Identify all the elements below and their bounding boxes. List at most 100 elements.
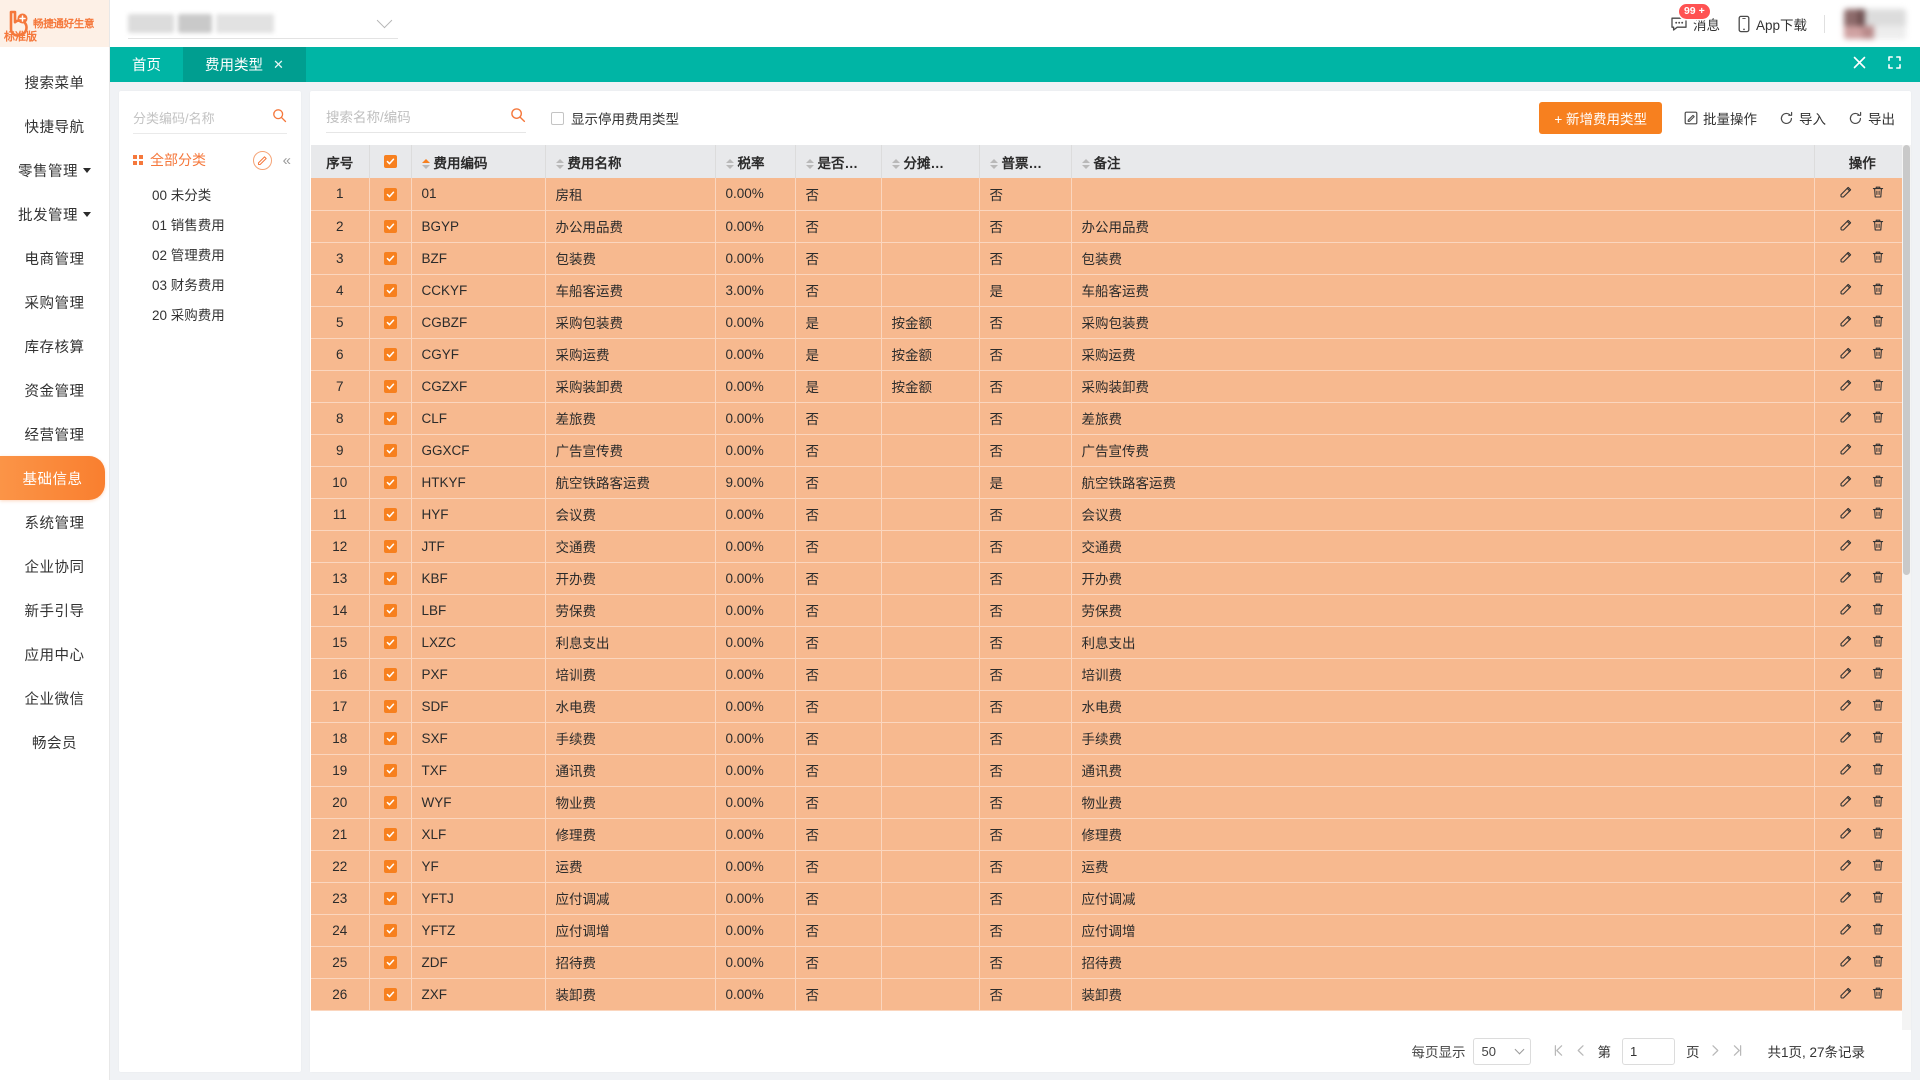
cell-checkbox[interactable] xyxy=(369,594,412,627)
cell-checkbox[interactable] xyxy=(369,722,412,755)
sidebar-item-13[interactable]: 应用中心 xyxy=(0,632,109,676)
cell-operations[interactable] xyxy=(1814,306,1910,339)
edit-icon[interactable] xyxy=(1839,410,1853,427)
checkbox-checked-icon[interactable] xyxy=(383,508,397,522)
table-row[interactable]: 13 KBF 开办费 0.00% 否否开办费 xyxy=(311,562,1910,595)
checkbox-checked-icon[interactable] xyxy=(383,668,397,682)
sidebar-item-8[interactable]: 经营管理 xyxy=(0,412,109,456)
cell-operations[interactable] xyxy=(1814,786,1910,819)
category-node-1[interactable]: 01 销售费用 xyxy=(119,209,301,239)
cell-checkbox[interactable] xyxy=(369,786,412,819)
edit-icon[interactable] xyxy=(1839,570,1853,587)
cell-operations[interactable] xyxy=(1814,562,1910,595)
cell-operations[interactable] xyxy=(1814,274,1910,307)
cell-operations[interactable] xyxy=(1814,530,1910,563)
edit-icon[interactable] xyxy=(1839,506,1853,523)
cell-operations[interactable] xyxy=(1814,178,1910,211)
cell-checkbox[interactable] xyxy=(369,274,412,307)
cell-checkbox[interactable] xyxy=(369,210,412,243)
table-row[interactable]: 5 CGBZF 采购包装费 0.00% 是按金额否采购包装费 xyxy=(311,306,1910,339)
trash-icon[interactable] xyxy=(1871,922,1885,939)
table-row[interactable]: 15 LXZC 利息支出 0.00% 否否利息支出 xyxy=(311,626,1910,659)
tab-close-icon[interactable]: ✕ xyxy=(273,57,284,72)
cell-operations[interactable] xyxy=(1814,850,1910,883)
edit-icon[interactable] xyxy=(1839,282,1853,299)
col-header-rate[interactable]: 税率 xyxy=(715,145,796,178)
category-node-0[interactable]: 00 未分类 xyxy=(119,179,301,209)
edit-icon[interactable] xyxy=(1839,666,1853,683)
checkbox-checked-icon[interactable] xyxy=(383,220,397,234)
checkbox-checked-icon[interactable] xyxy=(383,348,397,362)
tree-root-all-categories[interactable]: 全部分类 « xyxy=(119,143,301,177)
cell-operations[interactable] xyxy=(1814,466,1910,499)
edit-icon[interactable] xyxy=(1839,762,1853,779)
table-row[interactable]: 10 HTKYF 航空铁路客运费 9.00% 否是航空铁路客运费 xyxy=(311,466,1910,499)
edit-icon[interactable] xyxy=(1839,378,1853,395)
collapse-left-icon[interactable]: « xyxy=(282,151,291,169)
cell-checkbox[interactable] xyxy=(369,850,412,883)
table-row[interactable]: 26 ZXF 装卸费 0.00% 否否装卸费 xyxy=(311,978,1910,1011)
export-button[interactable]: 导出 xyxy=(1848,108,1895,128)
edit-icon[interactable] xyxy=(1839,602,1853,619)
checkbox-checked-icon[interactable] xyxy=(383,828,397,842)
checkbox-checked-icon[interactable] xyxy=(383,284,397,298)
cell-checkbox[interactable] xyxy=(369,626,412,659)
trash-icon[interactable] xyxy=(1871,410,1885,427)
cell-operations[interactable] xyxy=(1814,434,1910,467)
trash-icon[interactable] xyxy=(1871,698,1885,715)
cell-checkbox[interactable] xyxy=(369,434,412,467)
cell-operations[interactable] xyxy=(1814,402,1910,435)
edit-icon[interactable] xyxy=(1839,922,1853,939)
sidebar-item-12[interactable]: 新手引导 xyxy=(0,588,109,632)
search-icon[interactable] xyxy=(510,107,526,128)
checkbox-checked-icon[interactable] xyxy=(383,444,397,458)
cell-checkbox[interactable] xyxy=(369,466,412,499)
cell-checkbox[interactable] xyxy=(369,178,412,211)
table-row[interactable]: 22 YF 运费 0.00% 否否运费 xyxy=(311,850,1910,883)
checkbox-checked-icon[interactable] xyxy=(383,988,397,1002)
checkbox-checked-icon[interactable] xyxy=(383,316,397,330)
table-row[interactable]: 20 WYF 物业费 0.00% 否否物业费 xyxy=(311,786,1910,819)
cell-operations[interactable] xyxy=(1814,626,1910,659)
category-search[interactable] xyxy=(133,103,287,134)
app-download-button[interactable]: App下载 xyxy=(1737,14,1807,34)
edit-icon[interactable] xyxy=(1839,442,1853,459)
cell-checkbox[interactable] xyxy=(369,978,412,1011)
checkbox-checked-icon[interactable] xyxy=(383,636,397,650)
checkbox-checked-icon[interactable] xyxy=(383,764,397,778)
sidebar-item-7[interactable]: 资金管理 xyxy=(0,368,109,412)
cell-operations[interactable] xyxy=(1814,242,1910,275)
cell-operations[interactable] xyxy=(1814,946,1910,979)
messages-button[interactable]: 消息 99 + xyxy=(1670,3,1720,34)
checkbox-checked-icon[interactable] xyxy=(383,604,397,618)
table-row[interactable]: 18 SXF 手续费 0.00% 否否手续费 xyxy=(311,722,1910,755)
last-page-icon[interactable] xyxy=(1731,1044,1743,1059)
sidebar-item-basic-info[interactable]: 基础信息 xyxy=(0,456,105,500)
cell-checkbox[interactable] xyxy=(369,306,412,339)
checkbox-checked-icon[interactable] xyxy=(383,732,397,746)
cell-operations[interactable] xyxy=(1814,914,1910,947)
trash-icon[interactable] xyxy=(1871,538,1885,555)
sidebar-item-0[interactable]: 搜索菜单 xyxy=(0,60,109,104)
cell-operations[interactable] xyxy=(1814,370,1910,403)
expense-search[interactable] xyxy=(326,103,526,133)
trash-icon[interactable] xyxy=(1871,858,1885,875)
edit-icon[interactable] xyxy=(1839,698,1853,715)
edit-icon[interactable] xyxy=(1839,794,1853,811)
checkbox-checked-icon[interactable] xyxy=(383,380,397,394)
cell-operations[interactable] xyxy=(1814,338,1910,371)
sidebar-item-14[interactable]: 企业微信 xyxy=(0,676,109,720)
cell-operations[interactable] xyxy=(1814,754,1910,787)
cell-checkbox[interactable] xyxy=(369,754,412,787)
trash-icon[interactable] xyxy=(1871,282,1885,299)
col-header-share-by[interactable]: 分摊… xyxy=(881,145,980,178)
page-number-input[interactable] xyxy=(1621,1037,1675,1065)
cell-checkbox[interactable] xyxy=(369,818,412,851)
trash-icon[interactable] xyxy=(1871,506,1885,523)
table-row[interactable]: 25 ZDF 招待费 0.00% 否否招待费 xyxy=(311,946,1910,979)
edit-icon[interactable] xyxy=(1839,218,1853,235)
cell-operations[interactable] xyxy=(1814,658,1910,691)
edit-icon[interactable] xyxy=(1839,730,1853,747)
trash-icon[interactable] xyxy=(1871,250,1885,267)
checkbox-checked-icon[interactable] xyxy=(383,252,397,266)
